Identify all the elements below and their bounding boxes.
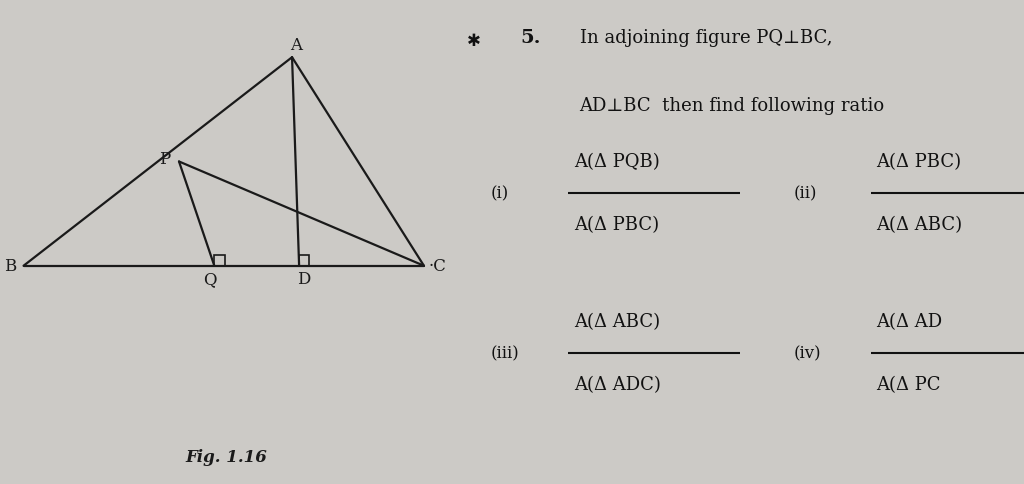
Text: A(Δ ABC): A(Δ ABC) — [573, 313, 659, 331]
Text: D: D — [297, 271, 310, 287]
Text: In adjoining figure PQ⊥BC,: In adjoining figure PQ⊥BC, — [580, 29, 833, 47]
Text: A(Δ PQB): A(Δ PQB) — [573, 153, 659, 171]
Text: Q: Q — [204, 271, 217, 287]
Text: A(Δ ADC): A(Δ ADC) — [573, 376, 660, 394]
Text: A(Δ ABC): A(Δ ABC) — [877, 216, 963, 234]
Text: A(Δ AD: A(Δ AD — [877, 313, 943, 331]
Text: ·C: ·C — [428, 257, 446, 275]
Text: (i): (i) — [490, 185, 509, 202]
Text: A: A — [290, 37, 302, 54]
Text: B: B — [4, 257, 16, 275]
Text: AD⊥BC  then find following ratio: AD⊥BC then find following ratio — [580, 97, 885, 115]
Text: (ii): (ii) — [794, 185, 817, 202]
Text: P: P — [160, 151, 171, 168]
Text: (iii): (iii) — [490, 345, 519, 362]
Text: (iv): (iv) — [794, 345, 821, 362]
Text: A(Δ PBC): A(Δ PBC) — [877, 153, 962, 171]
Text: A(Δ PC: A(Δ PC — [877, 376, 941, 394]
Text: Fig. 1.16: Fig. 1.16 — [185, 448, 267, 465]
Text: 5.: 5. — [520, 29, 541, 47]
Text: ✱: ✱ — [467, 31, 480, 49]
Text: A(Δ PBC): A(Δ PBC) — [573, 216, 658, 234]
